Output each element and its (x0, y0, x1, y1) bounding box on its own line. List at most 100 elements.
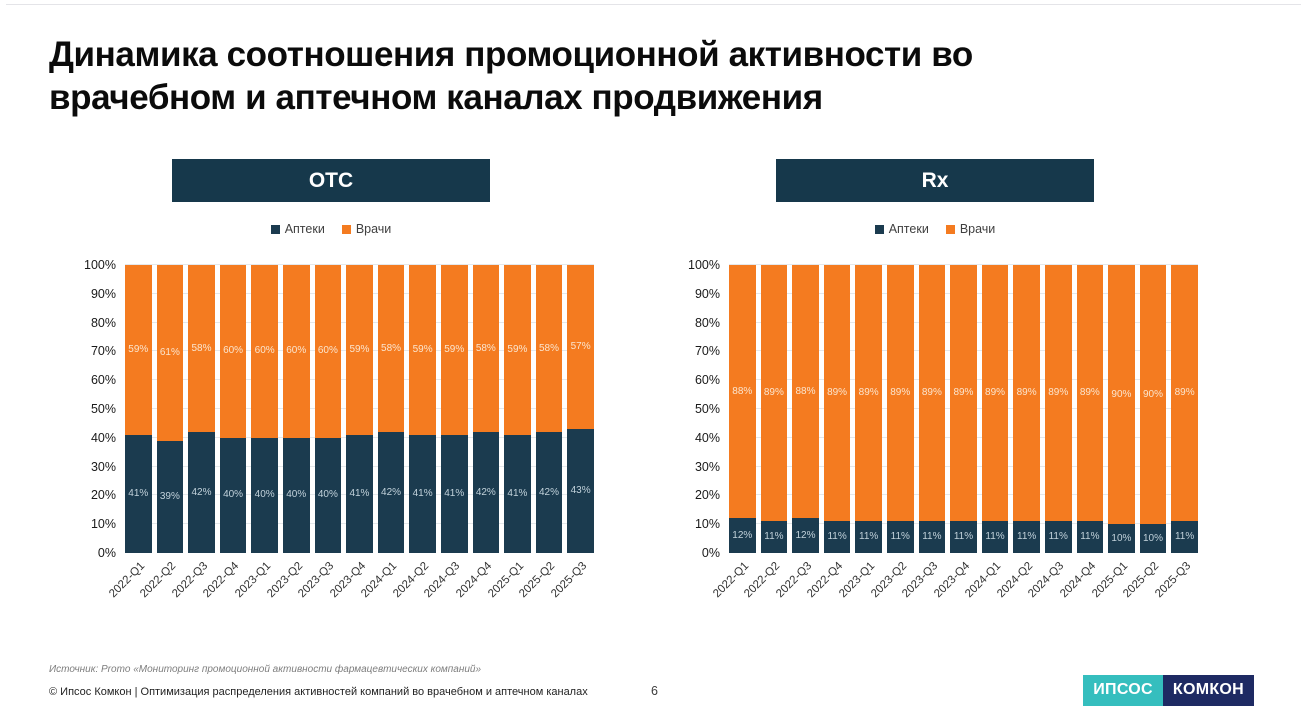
rx-segment-Врачи-2024-Q4: 89% (1076, 265, 1104, 522)
rx-segment-Аптеки-2024-Q3: 11% (1044, 521, 1072, 553)
otc-segment-Врачи-2024-Q3: 59% (440, 265, 468, 435)
value-label: 58% (475, 342, 496, 354)
otc-segment-Аптеки-2022-Q4: 40% (219, 437, 247, 553)
rx-segment-Аптеки-2022-Q1: 12% (729, 518, 756, 553)
rx-bar-2025-Q2: 90% 10% (1139, 265, 1167, 553)
otc-segment-Аптеки-2022-Q2: 39% (156, 440, 184, 553)
rx-bar-2022-Q1: 88% 12% (729, 265, 756, 553)
rx-segment-Врачи-2023-Q3: 89% (918, 265, 946, 522)
rx-xslot-2025-Q3: 2025-Q3 (1153, 553, 1198, 619)
rx-ytick-50: 50% (694, 402, 720, 416)
rx-segment-Врачи-2024-Q2: 89% (1013, 265, 1040, 522)
otc-segment-Врачи-2024-Q4: 58% (472, 265, 500, 433)
value-label: 59% (412, 343, 433, 355)
value-label: 40% (254, 489, 275, 501)
otc-bar-2023-Q1: 60% 40% (251, 265, 278, 553)
rx-segment-Врачи-2022-Q1: 88% (729, 265, 756, 519)
value-label: 43% (570, 485, 591, 497)
otc-bar-2024-Q3: 59% 41% (440, 265, 468, 553)
value-label: 88% (795, 385, 816, 397)
rx-bar-2024-Q2: 89% 11% (1013, 265, 1040, 553)
rx-segment-Врачи-2022-Q2: 89% (760, 265, 788, 522)
value-label: 90% (1143, 388, 1164, 400)
otc-y-axis: 0% 10% 20% 30% 40% 50% 60% 70% 80% 90% 100% (73, 258, 125, 560)
doctors-swatch-icon (945, 224, 955, 234)
otc-ytick-60: 60% (90, 373, 116, 388)
otc-segment-Аптеки-2024-Q1: 42% (377, 432, 405, 553)
otc-plot-area: 59% 41% 61% 39% 58% 42% 60% 40% 60% 40% 60% 40% 60% 4… (125, 264, 594, 553)
value-label: 11% (953, 531, 974, 543)
value-label: 89% (890, 387, 911, 399)
otc-segment-Аптеки-2023-Q2: 40% (282, 437, 310, 553)
otc-segment-Врачи-2023-Q3: 60% (314, 265, 342, 438)
rx-segment-Врачи-2025-Q3: 89% (1171, 265, 1198, 522)
otc-segment-Врачи-2022-Q2: 61% (156, 265, 184, 441)
value-label: 11% (922, 531, 942, 543)
rx-bars: 88% 12% 89% 11% 88% 12% 89% 11% 89% 11% 89% 11% 89% 1… (729, 265, 1198, 553)
value-label: 39% (159, 490, 180, 502)
rx-bar-2025-Q3: 89% 11% (1171, 265, 1198, 553)
legend-label-doctors: Врачи (355, 222, 392, 236)
rx-ytick-30: 30% (694, 459, 720, 474)
otc-segment-Аптеки-2025-Q1: 41% (504, 434, 531, 553)
value-label: 59% (128, 343, 149, 355)
otc-segment-Врачи-2022-Q4: 60% (219, 265, 247, 438)
value-label: 57% (570, 341, 591, 353)
value-label: 89% (763, 387, 784, 399)
value-label: 41% (412, 487, 433, 499)
rx-plot-area: 88% 12% 89% 11% 88% 12% 89% 11% 89% 11% 89% 11% 89% 1… (729, 264, 1198, 553)
value-label: 42% (475, 486, 496, 498)
value-label: 41% (349, 487, 370, 499)
rx-bar-2024-Q1: 89% 11% (981, 265, 1009, 553)
rx-segment-Аптеки-2024-Q4: 11% (1076, 521, 1104, 553)
otc-segment-Врачи-2023-Q4: 59% (346, 265, 373, 435)
rx-segment-Аптеки-2023-Q2: 11% (886, 521, 914, 553)
ipsos-comcon-logo: ИПСОС КОМКОН (1083, 675, 1254, 706)
value-label: 10% (1143, 532, 1164, 544)
value-label: 58% (191, 342, 212, 354)
rx-segment-Аптеки-2024-Q2: 11% (1013, 521, 1040, 553)
value-label: 11% (827, 531, 847, 543)
otc-segment-Врачи-2022-Q1: 59% (125, 265, 152, 435)
value-label: 59% (349, 343, 370, 355)
rx-ytick-40: 40% (694, 430, 720, 445)
value-label: 89% (985, 387, 1006, 399)
otc-ytick-20: 20% (90, 488, 116, 503)
otc-segment-Аптеки-2024-Q4: 42% (472, 432, 500, 553)
rx-segment-Врачи-2023-Q2: 89% (886, 265, 914, 522)
value-label: 41% (128, 487, 149, 499)
otc-ytick-50: 50% (90, 402, 116, 416)
value-label: 40% (223, 489, 244, 501)
value-label: 41% (444, 487, 465, 499)
rx-segment-Аптеки-2022-Q2: 11% (760, 521, 788, 553)
rx-bar-2024-Q4: 89% 11% (1076, 265, 1104, 553)
otc-bar-2022-Q4: 60% 40% (219, 265, 247, 553)
value-label: 11% (764, 531, 784, 543)
otc-x-axis-labels: 2022-Q1 2022-Q2 2022-Q3 2022-Q4 2023-Q1 2023-… (107, 553, 594, 619)
otc-bar-2024-Q1: 58% 42% (377, 265, 405, 553)
otc-ytick-0: 0% (97, 546, 116, 560)
rx-bar-2022-Q4: 89% 11% (823, 265, 851, 553)
otc-segment-Аптеки-2022-Q3: 42% (188, 432, 215, 553)
rx-bar-2025-Q1: 90% 10% (1108, 265, 1135, 553)
value-label: 88% (732, 385, 753, 397)
value-label: 60% (317, 345, 338, 357)
value-label: 11% (890, 531, 910, 543)
gridline (125, 264, 594, 265)
rx-segment-Аптеки-2023-Q3: 11% (918, 521, 946, 553)
rx-ytick-70: 70% (694, 344, 720, 359)
otc-bar-2025-Q1: 59% 41% (504, 265, 531, 553)
otc-ytick-30: 30% (90, 459, 116, 474)
legend-item-pharmacy: Аптеки (874, 222, 929, 236)
otc-bar-2023-Q2: 60% 40% (282, 265, 310, 553)
page-title-line-1: Динамика соотношения промоционной активн… (49, 35, 973, 74)
value-label: 58% (539, 342, 560, 354)
value-label: 58% (381, 342, 402, 354)
value-label: 12% (795, 529, 816, 541)
otc-bar-2022-Q2: 61% 39% (156, 265, 184, 553)
source-note: Источник: Promo «Мониторинг промоционной… (49, 664, 482, 675)
pharmacy-swatch-icon (874, 224, 884, 234)
otc-segment-Аптеки-2024-Q3: 41% (440, 434, 468, 553)
rx-chart-panel: Rx Аптеки Врачи 0% 10% 20% 30% 40% 50% 60% 70% 8… (677, 159, 1198, 641)
